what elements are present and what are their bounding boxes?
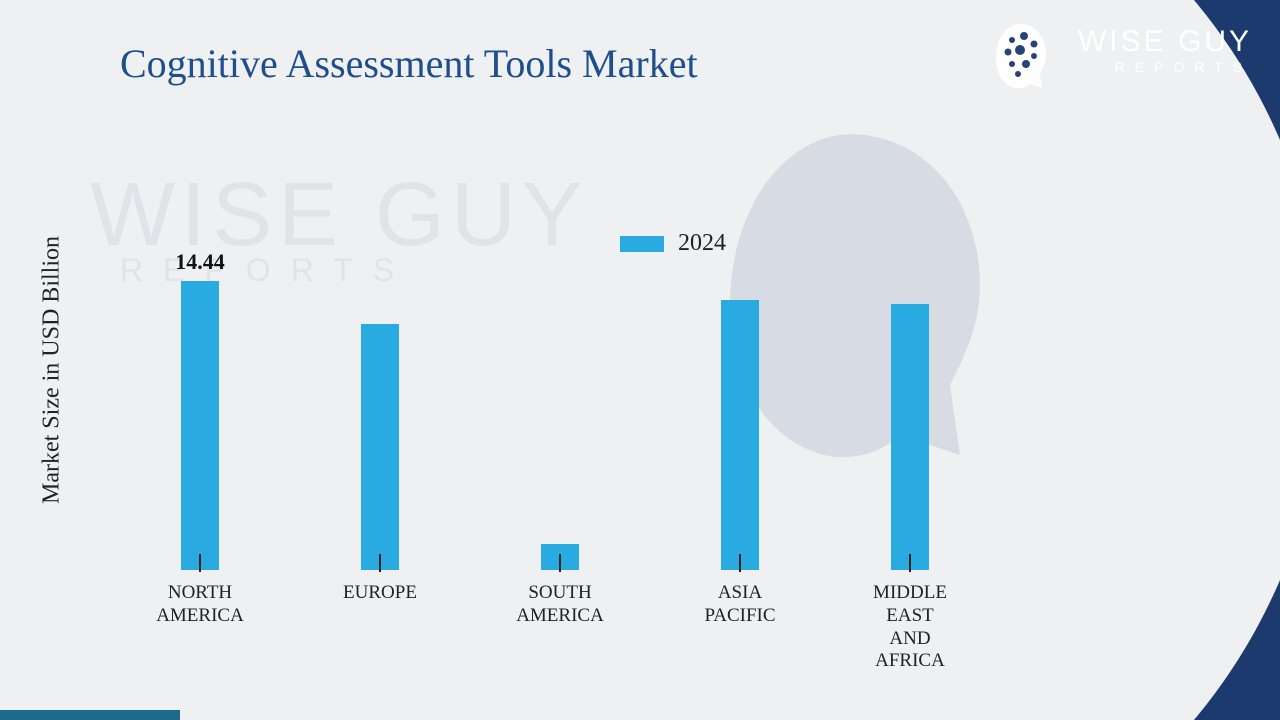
bar: [361, 324, 399, 570]
bar: [891, 304, 929, 570]
bar: [181, 281, 219, 570]
watermark-text: WISE GUY REPORTS: [90, 170, 588, 286]
brand-name-line2: REPORTS: [1078, 60, 1252, 75]
x-axis-tick: [559, 554, 561, 572]
legend: 2024: [620, 230, 726, 257]
y-axis-label: Market Size in USD Billion: [39, 236, 66, 504]
legend-swatch: [620, 236, 664, 252]
bar-value-label: 14.44: [175, 249, 225, 275]
x-axis-label: SOUTH AMERICA: [516, 582, 604, 628]
legend-label: 2024: [678, 230, 726, 257]
footer-accent-bar: [0, 710, 180, 720]
x-axis-label: MIDDLE EAST AND AFRICA: [873, 582, 947, 673]
x-axis-label: ASIA PACIFIC: [704, 582, 775, 628]
watermark-line1: WISE GUY: [90, 170, 588, 260]
brand-name-line1: WISE GUY: [1078, 26, 1252, 58]
x-axis-tick: [379, 554, 381, 572]
brand-head-icon: [990, 22, 1050, 92]
x-axis-tick: [909, 554, 911, 572]
x-axis-tick: [199, 554, 201, 572]
bar: [721, 300, 759, 570]
bar-chart: 14.44NORTH AMERICAEUROPESOUTH AMERICAASI…: [110, 270, 970, 570]
chart-title: Cognitive Assessment Tools Market: [120, 40, 698, 87]
brand-logo: WISE GUY REPORTS: [1078, 26, 1252, 74]
brand-panel: [965, 0, 1280, 720]
x-axis-tick: [739, 554, 741, 572]
x-axis-label: EUROPE: [343, 582, 417, 605]
x-axis-label: NORTH AMERICA: [156, 582, 244, 628]
brand-panel-cutout: [965, 0, 1280, 720]
